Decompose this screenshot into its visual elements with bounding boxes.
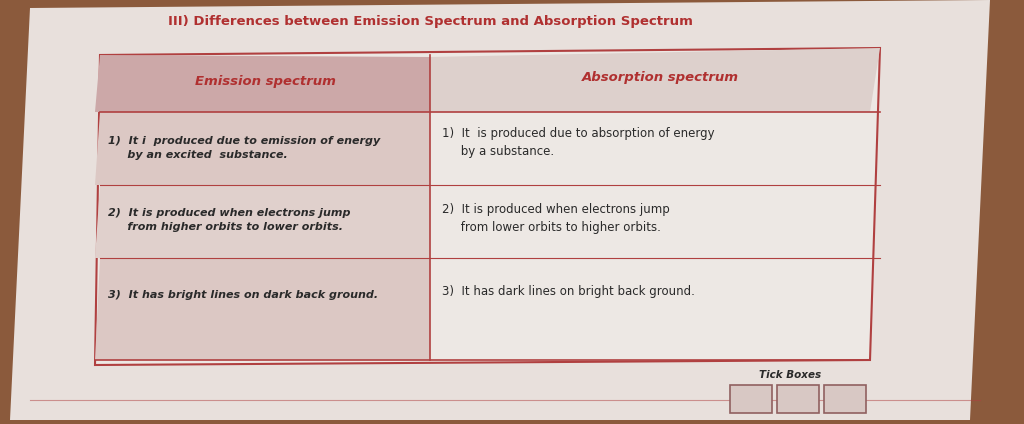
Text: 1)  It i  produced due to emission of energy
     by an excited  substance.: 1) It i produced due to emission of ener… <box>108 136 380 160</box>
Bar <box>777 385 819 413</box>
Text: 3)  It has dark lines on bright back ground.: 3) It has dark lines on bright back grou… <box>442 285 695 298</box>
Polygon shape <box>95 55 430 112</box>
Polygon shape <box>430 48 880 112</box>
Polygon shape <box>95 48 880 365</box>
Text: 2)  It is produced when electrons jump
     from lower orbits to higher orbits.: 2) It is produced when electrons jump fr… <box>442 203 670 234</box>
Text: 3)  It has bright lines on dark back ground.: 3) It has bright lines on dark back grou… <box>108 290 378 300</box>
Text: Tick Boxes: Tick Boxes <box>759 370 821 380</box>
Bar <box>730 385 772 413</box>
Text: III) Differences between Emission Spectrum and Absorption Spectrum: III) Differences between Emission Spectr… <box>168 16 692 28</box>
Polygon shape <box>10 0 990 420</box>
Text: 2)  It is produced when electrons jump
     from higher orbits to lower orbits.: 2) It is produced when electrons jump fr… <box>108 208 350 232</box>
Text: Emission spectrum: Emission spectrum <box>195 75 336 89</box>
Polygon shape <box>95 185 430 258</box>
Bar <box>824 385 866 413</box>
Polygon shape <box>95 112 430 185</box>
Text: 1)  It  is produced due to absorption of energy
     by a substance.: 1) It is produced due to absorption of e… <box>442 128 715 159</box>
Text: Absorption spectrum: Absorption spectrum <box>582 72 738 84</box>
Polygon shape <box>95 258 430 360</box>
